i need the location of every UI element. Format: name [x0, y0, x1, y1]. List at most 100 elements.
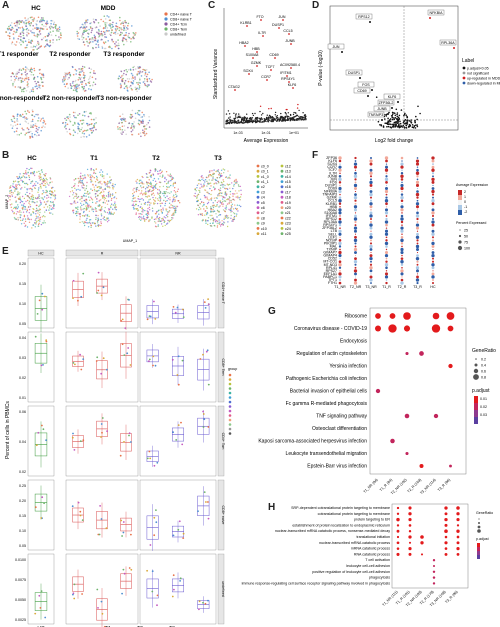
umap-point: [125, 26, 128, 29]
umap-point: [83, 66, 86, 68]
umap-point: [86, 181, 88, 184]
umap-point: [164, 196, 167, 199]
umap-point: [82, 122, 85, 124]
umap-point: [140, 219, 142, 221]
umap-point: [162, 174, 164, 176]
umap-point: [15, 201, 17, 203]
umap-point: [150, 185, 152, 188]
gene-point: [291, 118, 293, 121]
term-label: establishment of protein localization to…: [292, 523, 390, 527]
umap-point: [154, 170, 156, 172]
umap-point: [77, 79, 80, 81]
dot: [353, 183, 358, 188]
umap-point: [222, 179, 224, 181]
umap-point: [77, 211, 79, 213]
umap-point: [81, 86, 84, 89]
umap-point: [90, 181, 92, 183]
umap-point: [110, 199, 113, 201]
umap-point: [220, 192, 222, 194]
umap-point: [121, 121, 123, 124]
umap-point: [31, 124, 34, 127]
umap-point: [142, 129, 144, 131]
dot: [353, 162, 358, 166]
umap-point: [52, 39, 54, 41]
legend-tick: 0.01: [480, 397, 487, 401]
group-label: T1_R (84): [379, 478, 393, 492]
umap-point: [58, 28, 61, 31]
umap-point: [50, 205, 52, 207]
umap-point: [95, 208, 97, 210]
umap-point: [86, 122, 88, 125]
dot: [432, 248, 434, 251]
umap-point: [171, 205, 174, 207]
term-label: phagocytosis: [369, 576, 390, 580]
legend-label: c6: [261, 206, 265, 210]
gene-point: [266, 118, 268, 121]
umap-point: [19, 113, 22, 116]
umap-point: [72, 73, 75, 76]
umap-point: [240, 205, 242, 208]
umap-point: [68, 128, 71, 131]
umap-point: [100, 180, 102, 183]
dot: [370, 239, 372, 242]
gradient-step: [477, 547, 480, 551]
dot: [339, 163, 341, 165]
volcano-point: [396, 122, 399, 124]
umap-point: [220, 169, 223, 171]
umap-point: [233, 199, 236, 201]
umap-point: [51, 191, 53, 194]
dot: [369, 214, 373, 218]
umap-point: [94, 196, 97, 198]
umap-point: [93, 124, 95, 127]
umap-point: [38, 222, 40, 224]
gene-point: [290, 117, 292, 119]
umap-point: [21, 201, 24, 203]
umap-point: [18, 183, 20, 185]
umap-point: [52, 26, 54, 29]
umap-point: [46, 22, 48, 24]
umap-point: [165, 191, 167, 193]
umap-point: [157, 225, 159, 227]
umap-point: [38, 197, 41, 200]
umap-point: [95, 193, 97, 195]
umap-point: [81, 38, 84, 41]
dot: [384, 253, 389, 258]
dot: [416, 232, 419, 236]
legend-size: [473, 374, 479, 380]
umap-point: [202, 201, 205, 204]
umap-point: [92, 129, 95, 132]
umap-point: [118, 26, 121, 29]
gene-label: IL7R: [258, 31, 266, 35]
umap-point: [19, 173, 21, 175]
dot: [354, 171, 357, 175]
umap-point: [51, 26, 53, 28]
volcano-point: [414, 121, 416, 123]
umap-point: [7, 34, 9, 37]
umap-point: [137, 66, 139, 68]
enrichment-dot: [419, 351, 424, 356]
gene-point: [242, 122, 244, 124]
umap-point: [196, 197, 198, 199]
umap-point: [155, 218, 157, 220]
umap-point: [23, 22, 26, 25]
umap-point: [159, 199, 162, 201]
umap-point: [230, 201, 232, 203]
umap-point: [225, 205, 227, 207]
volcano-point: [400, 125, 403, 127]
umap-point: [83, 199, 86, 202]
umap-point: [19, 87, 22, 89]
dot: [338, 217, 342, 221]
legend-swatch: [256, 195, 260, 199]
umap-point: [197, 179, 200, 181]
umap-point: [101, 174, 104, 176]
umap-point: [24, 87, 26, 90]
y-tick: 0.10: [19, 302, 26, 306]
box-point: [77, 501, 80, 504]
y-tick: 0.01: [19, 396, 26, 400]
umap-point: [119, 86, 122, 89]
gene-label: RPS4Y1: [323, 223, 337, 227]
umap-point: [80, 197, 82, 200]
umap-point: [82, 114, 84, 117]
umap-point: [11, 127, 14, 129]
umap-point: [103, 199, 106, 201]
